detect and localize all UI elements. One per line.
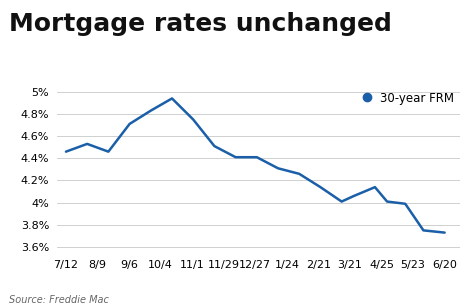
- Text: Source: Freddie Mac: Source: Freddie Mac: [9, 295, 109, 305]
- Legend: 30-year FRM: 30-year FRM: [364, 92, 454, 105]
- Text: Mortgage rates unchanged: Mortgage rates unchanged: [9, 12, 392, 36]
